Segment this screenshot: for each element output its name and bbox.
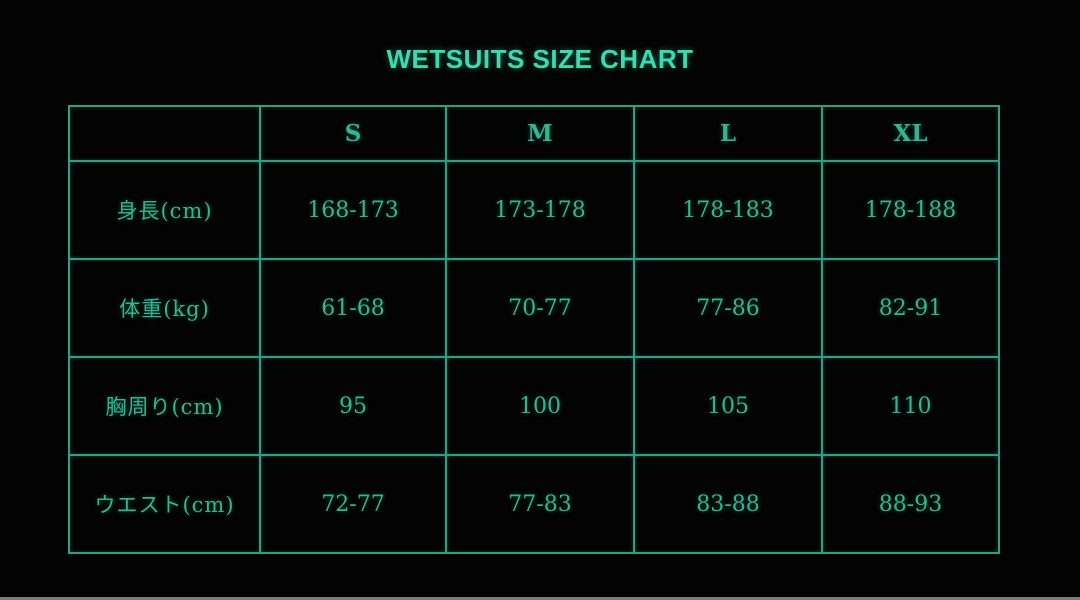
header-cell-size-m: M (445, 105, 635, 162)
bottom-edge-line (0, 597, 1080, 600)
cell-weight-m: 70-77 (445, 258, 635, 358)
table-row-chest: 胸周り(cm) 95 100 105 110 (68, 356, 1000, 456)
header-cell-size-l: L (633, 105, 823, 162)
cell-waist-s: 72-77 (259, 454, 447, 554)
cell-height-l: 178-183 (633, 160, 823, 260)
row-label-chest: 胸周り(cm) (68, 356, 261, 456)
cell-height-m: 173-178 (445, 160, 635, 260)
table-row-weight: 体重(kg) 61-68 70-77 77-86 82-91 (68, 258, 1000, 358)
header-cell-blank (68, 105, 261, 162)
header-cell-size-xl: XL (821, 105, 1000, 162)
cell-height-xl: 178-188 (821, 160, 1000, 260)
size-chart-table: S M L XL 身長(cm) 168-173 173-178 178-183 … (68, 105, 1000, 554)
cell-chest-l: 105 (633, 356, 823, 456)
cell-weight-s: 61-68 (259, 258, 447, 358)
table-row-waist: ウエスト(cm) 72-77 77-83 83-88 88-93 (68, 454, 1000, 554)
header-cell-size-s: S (259, 105, 447, 162)
cell-chest-s: 95 (259, 356, 447, 456)
cell-chest-xl: 110 (821, 356, 1000, 456)
page-title: WETSUITS SIZE CHART (386, 44, 694, 74)
cell-waist-l: 83-88 (633, 454, 823, 554)
cell-chest-m: 100 (445, 356, 635, 456)
row-label-height: 身長(cm) (68, 160, 261, 260)
row-label-waist: ウエスト(cm) (68, 454, 261, 554)
cell-height-s: 168-173 (259, 160, 447, 260)
row-label-weight: 体重(kg) (68, 258, 261, 358)
table-row-height: 身長(cm) 168-173 173-178 178-183 178-188 (68, 160, 1000, 260)
table-header-row: S M L XL (68, 105, 1000, 162)
cell-weight-l: 77-86 (633, 258, 823, 358)
cell-waist-xl: 88-93 (821, 454, 1000, 554)
cell-waist-m: 77-83 (445, 454, 635, 554)
cell-weight-xl: 82-91 (821, 258, 1000, 358)
